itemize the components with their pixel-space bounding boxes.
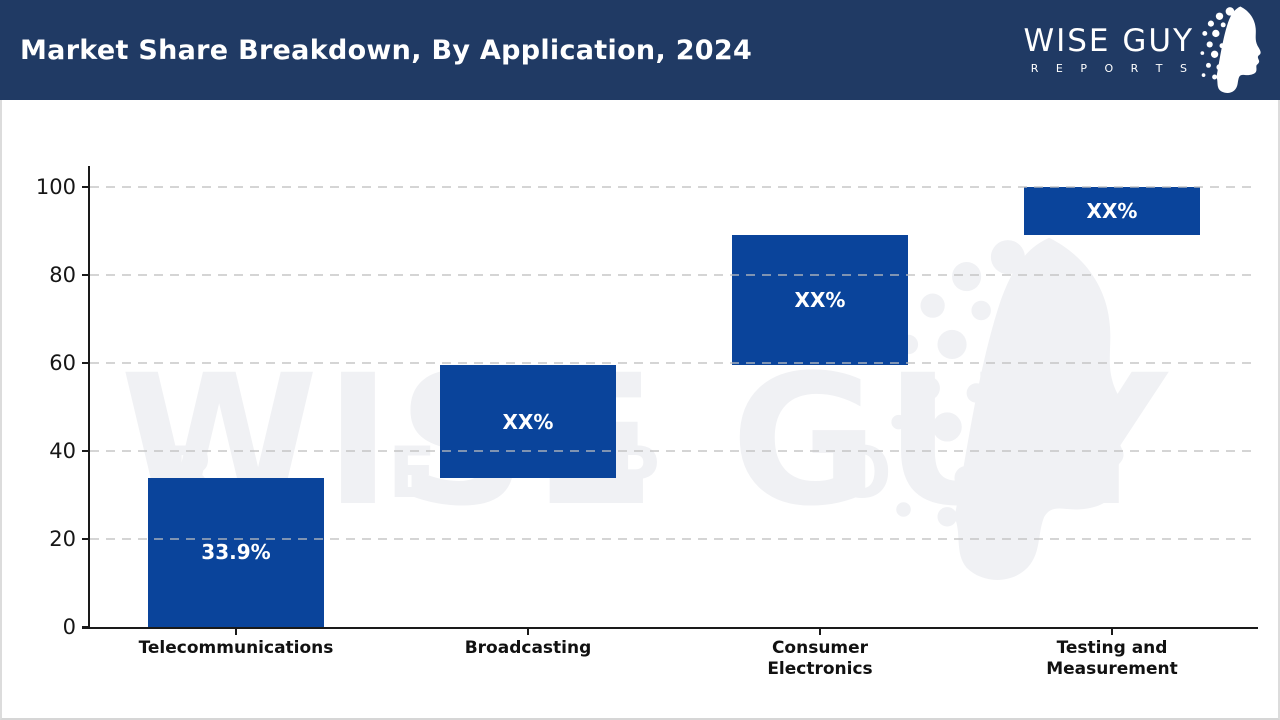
- category-label-consumer-electronics: Consumer Electronics: [767, 638, 873, 679]
- gridline-60: [90, 362, 1258, 364]
- x-axis-tick-broadcasting: [527, 629, 529, 635]
- y-axis-line: [88, 166, 90, 629]
- y-tick-label: 20: [49, 527, 76, 551]
- y-axis-tick-40: [82, 450, 90, 452]
- category-label-telecommunications: Telecommunications: [138, 638, 334, 658]
- category-label-testing-and-measurement: Testing and Measurement: [1046, 638, 1178, 679]
- gridline-100: [90, 186, 1258, 188]
- x-axis-line: [82, 627, 1258, 629]
- logo-name: WISE GUY: [1023, 22, 1194, 59]
- chart-area: WISE GUY R E P O R T S 02040608010033.9%…: [0, 100, 1280, 720]
- y-tick-label: 0: [62, 615, 76, 639]
- gridline-40: [90, 450, 1258, 452]
- logo-text: WISE GUY R E P O R T S: [1023, 22, 1194, 75]
- page-title: Market Share Breakdown, By Application, …: [20, 34, 753, 66]
- y-axis-tick-100: [82, 186, 90, 188]
- y-axis-tick-20: [82, 538, 90, 540]
- bar-value-label-broadcasting: XX%: [502, 409, 554, 434]
- y-axis-tick-0: [82, 626, 90, 628]
- header-bar: Market Share Breakdown, By Application, …: [0, 0, 1280, 100]
- bar-broadcasting: XX%: [440, 365, 616, 478]
- bar-value-label-consumer-electronics: XX%: [794, 288, 846, 313]
- y-tick-label: 60: [49, 351, 76, 375]
- head-profile-icon: [1196, 4, 1270, 96]
- category-label-broadcasting: Broadcasting: [464, 638, 592, 658]
- y-tick-label: 40: [49, 439, 76, 463]
- gridline-80: [90, 274, 1258, 276]
- bar-testing-and-measurement: XX%: [1024, 187, 1200, 236]
- watermark-tagline: R E P O R T S: [162, 432, 1280, 514]
- y-tick-label: 80: [49, 263, 76, 287]
- wise-guy-logo: WISE GUY R E P O R T S: [1023, 4, 1270, 96]
- y-tick-label: 100: [35, 175, 76, 199]
- y-axis-tick-60: [82, 362, 90, 364]
- logo-tagline: R E P O R T S: [1030, 61, 1194, 75]
- gridline-20: [90, 538, 1258, 540]
- x-axis-tick-telecommunications: [235, 629, 237, 635]
- bar-value-label-testing-and-measurement: XX%: [1086, 199, 1138, 224]
- y-axis-tick-80: [82, 274, 90, 276]
- x-axis-tick-testing-and-measurement: [1111, 629, 1113, 635]
- bar-value-label-telecommunications: 33.9%: [201, 540, 271, 565]
- x-axis-tick-consumer-electronics: [819, 629, 821, 635]
- bar-consumer-electronics: XX%: [732, 235, 908, 366]
- bar-telecommunications: 33.9%: [148, 477, 324, 627]
